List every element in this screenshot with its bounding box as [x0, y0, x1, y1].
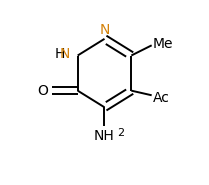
Text: O: O — [37, 84, 48, 98]
Text: H: H — [55, 47, 65, 61]
Text: N: N — [60, 47, 70, 61]
Text: N: N — [99, 23, 110, 37]
Text: NH: NH — [94, 129, 115, 143]
Text: 2: 2 — [117, 128, 124, 138]
Text: Ac: Ac — [153, 91, 170, 105]
Text: Me: Me — [153, 37, 173, 51]
